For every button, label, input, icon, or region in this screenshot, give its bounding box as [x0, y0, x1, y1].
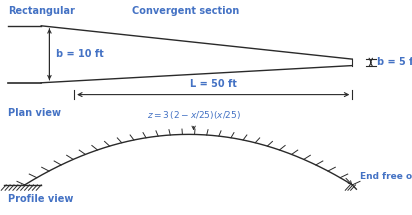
- Text: Rectangular: Rectangular: [8, 6, 75, 17]
- Text: L = 50 ft: L = 50 ft: [190, 79, 236, 89]
- Text: Plan view: Plan view: [8, 108, 61, 118]
- Text: Profile view: Profile view: [8, 194, 74, 204]
- Text: $z = 3\,(2-x/25)(x/25)$: $z = 3\,(2-x/25)(x/25)$: [147, 109, 241, 121]
- Text: Convergent section: Convergent section: [132, 6, 239, 17]
- Text: End free overfall: End free overfall: [360, 172, 412, 181]
- Text: b = 10 ft: b = 10 ft: [56, 49, 103, 59]
- Text: b = 5 ft: b = 5 ft: [377, 57, 412, 67]
